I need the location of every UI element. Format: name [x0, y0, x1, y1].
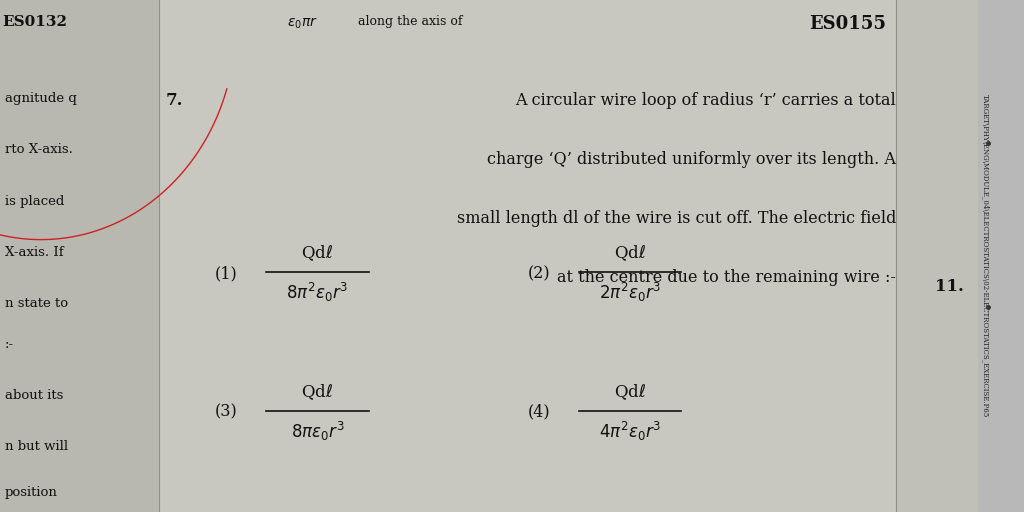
Text: X-axis. If: X-axis. If — [5, 246, 63, 259]
Text: :-: :- — [5, 338, 14, 351]
Text: ES0132: ES0132 — [2, 15, 67, 29]
Text: 7.: 7. — [166, 92, 183, 109]
Text: along the axis of: along the axis of — [358, 15, 463, 28]
Text: about its: about its — [5, 389, 63, 402]
Text: $\varepsilon_0 \pi r$: $\varepsilon_0 \pi r$ — [287, 15, 317, 31]
Bar — [896, 0, 1024, 512]
Text: ES0155: ES0155 — [809, 15, 886, 33]
Text: (3): (3) — [215, 403, 238, 421]
Text: charge ‘Q’ distributed uniformly over its length. A: charge ‘Q’ distributed uniformly over it… — [487, 151, 896, 168]
Text: rto X-axis.: rto X-axis. — [5, 143, 73, 156]
Text: Qd$\ell$: Qd$\ell$ — [301, 244, 334, 263]
Text: A circular wire loop of radius ‘r’ carries a total: A circular wire loop of radius ‘r’ carri… — [515, 92, 896, 109]
Text: 11.: 11. — [935, 278, 964, 295]
Text: is placed: is placed — [5, 195, 65, 207]
Text: Qd$\ell$: Qd$\ell$ — [613, 244, 646, 263]
Text: $8\pi\epsilon_0 r^3$: $8\pi\epsilon_0 r^3$ — [291, 419, 344, 443]
Text: $4\pi^2\epsilon_0 r^3$: $4\pi^2\epsilon_0 r^3$ — [598, 419, 662, 443]
Text: $2\pi^2\epsilon_0 r^3$: $2\pi^2\epsilon_0 r^3$ — [598, 281, 662, 305]
Text: Qd$\ell$: Qd$\ell$ — [613, 382, 646, 401]
Text: Qd$\ell$: Qd$\ell$ — [301, 382, 334, 401]
Text: (4): (4) — [527, 403, 550, 421]
Text: small length dl of the wire is cut off. The electric field: small length dl of the wire is cut off. … — [457, 210, 896, 227]
Text: (2): (2) — [527, 265, 550, 283]
Text: agnitude q: agnitude q — [5, 92, 77, 105]
Text: TARGET\PHY\ENG\MODULE_04\ELECTROSTATICS\02-ELECTROSTATICS_EXERCISE.P65: TARGET\PHY\ENG\MODULE_04\ELECTROSTATICS\… — [982, 94, 989, 418]
Text: n but will: n but will — [5, 440, 69, 453]
Text: position: position — [5, 486, 58, 499]
Text: at the centre due to the remaining wire :-: at the centre due to the remaining wire … — [557, 269, 896, 286]
Text: $8\pi^2\epsilon_0 r^3$: $8\pi^2\epsilon_0 r^3$ — [286, 281, 349, 305]
Text: (1): (1) — [215, 265, 238, 283]
Bar — [0, 0, 159, 512]
Bar — [978, 0, 1024, 512]
Text: n state to: n state to — [5, 297, 69, 310]
